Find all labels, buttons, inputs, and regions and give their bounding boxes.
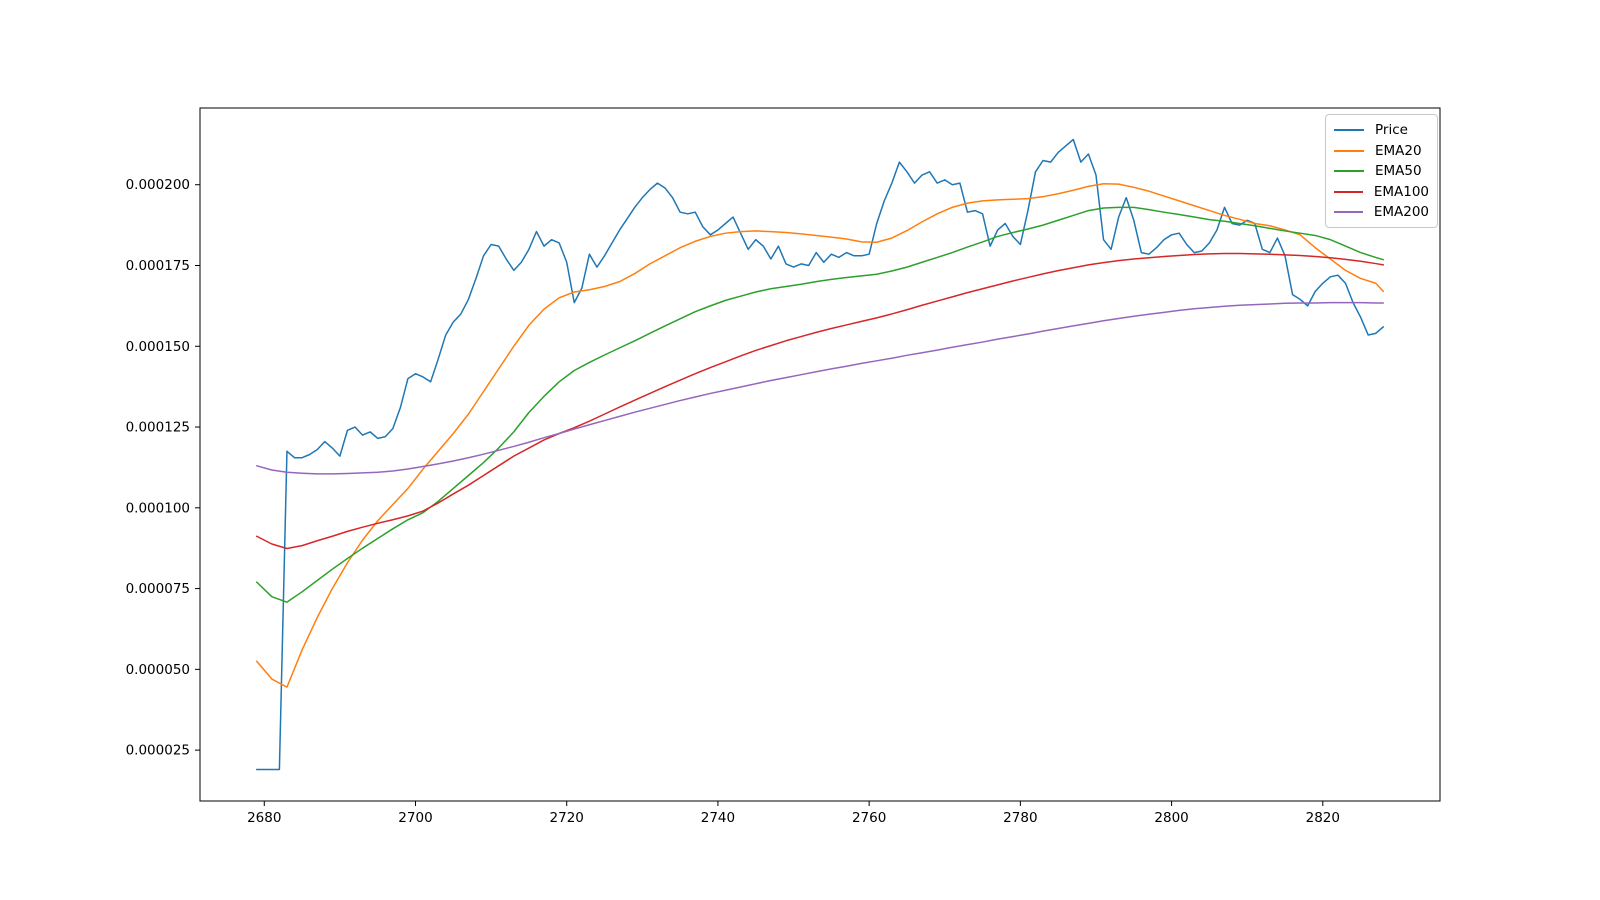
x-tick-label: 2680 [247, 810, 281, 826]
x-tick-label: 2720 [550, 810, 584, 826]
legend-line-swatch [1334, 129, 1364, 132]
x-tick-label: 2800 [1154, 810, 1188, 826]
legend-line-swatch [1334, 211, 1363, 214]
x-tick-label: 2740 [701, 810, 735, 826]
legend: Price EMA20 EMA50 EMA100 EMA200 [1325, 114, 1438, 228]
y-tick-label: 0.000150 [126, 339, 190, 355]
legend-label: EMA100 [1373, 183, 1429, 200]
x-tick-label: 2700 [398, 810, 432, 826]
plot-area-box [199, 107, 1441, 802]
y-tick-label: 0.000200 [126, 177, 190, 193]
y-tick-label: 0.000050 [126, 662, 190, 678]
y-tick-label: 0.000025 [126, 743, 190, 759]
legend-item-ema20: EMA20 [1334, 141, 1429, 162]
legend-item-ema200: EMA200 [1334, 202, 1429, 223]
legend-label: EMA50 [1375, 163, 1422, 179]
legend-item-ema100: EMA100 [1334, 182, 1429, 203]
legend-label: Price [1375, 122, 1408, 138]
y-tick-label: 0.000075 [126, 581, 190, 597]
legend-label: EMA200 [1373, 204, 1429, 220]
y-tick-label: 0.000175 [126, 258, 190, 274]
legend-line-swatch [1334, 190, 1363, 193]
y-tick-label: 0.000100 [126, 500, 190, 516]
ema20-line [255, 183, 1385, 688]
price-line [255, 138, 1385, 771]
x-tick-label: 2780 [1003, 810, 1037, 826]
legend-item-ema50: EMA50 [1334, 161, 1429, 182]
ema100-line [255, 252, 1385, 550]
legend-line-swatch [1334, 170, 1364, 173]
ema200-line [255, 301, 1385, 475]
legend-line-swatch [1334, 149, 1364, 152]
x-tick-label: 2820 [1306, 810, 1340, 826]
legend-item-price: Price [1334, 120, 1429, 141]
legend-label: EMA20 [1375, 142, 1422, 159]
ema50-line [255, 206, 1385, 603]
y-tick-label: 0.000125 [126, 420, 190, 436]
x-tick-label: 2760 [852, 810, 886, 826]
